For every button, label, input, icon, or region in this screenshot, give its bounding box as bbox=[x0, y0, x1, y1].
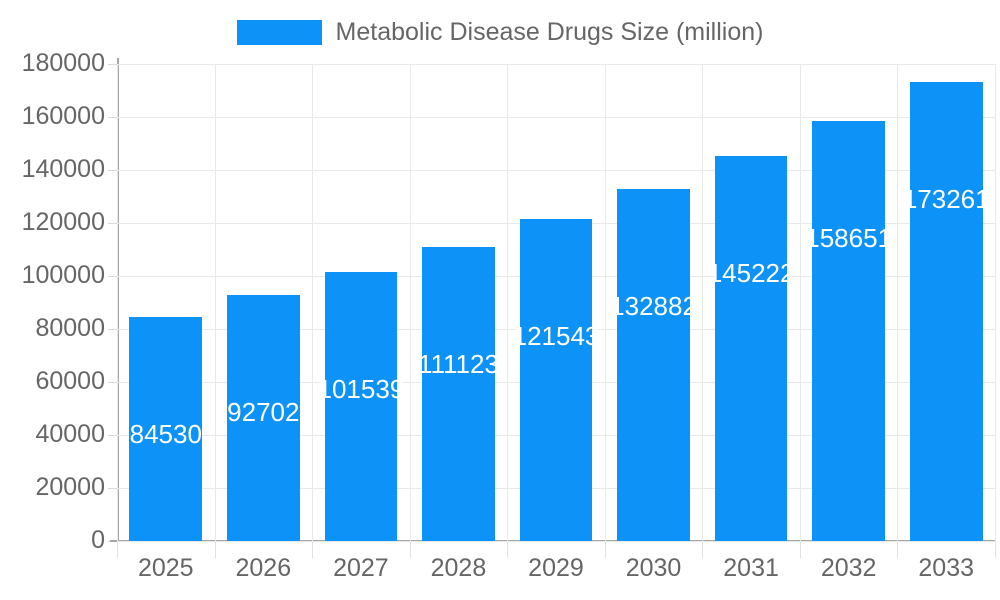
gridline-vertical bbox=[410, 64, 411, 542]
y-axis-tick-mark bbox=[108, 435, 117, 436]
y-axis-tick-label: 40000 bbox=[35, 420, 105, 448]
y-axis-tick-mark bbox=[108, 170, 117, 171]
plot-area: 84530 92702 101539 111123 121543 132882 145222… bbox=[117, 64, 996, 542]
x-axis-tick-mark bbox=[702, 542, 703, 558]
gridline-vertical bbox=[702, 64, 703, 542]
x-axis-tick-label: 2027 bbox=[333, 554, 389, 582]
y-axis-tick-label: 120000 bbox=[21, 208, 105, 236]
y-axis-tick-mark bbox=[108, 276, 117, 277]
x-axis-tick-label: 2033 bbox=[918, 554, 975, 582]
y-axis-tick-labels: 0 20000 40000 60000 80000 100000 120000 140000 1… bbox=[0, 0, 117, 600]
x-axis-tick-mark bbox=[117, 542, 118, 558]
bar[interactable] bbox=[324, 271, 398, 541]
y-axis-tick-mark bbox=[108, 488, 117, 489]
gridline-vertical bbox=[312, 64, 313, 542]
y-axis-tick-label: 160000 bbox=[21, 102, 105, 130]
gridline-vertical bbox=[995, 64, 996, 542]
chart-legend: Metabolic Disease Drugs Size (million) bbox=[0, 12, 1000, 52]
y-axis-tick-mark bbox=[108, 329, 117, 330]
x-axis-tick-mark bbox=[897, 542, 898, 558]
x-axis-tick-mark bbox=[312, 542, 313, 558]
x-axis-tick-mark bbox=[410, 542, 411, 558]
x-axis-tick-mark bbox=[995, 542, 996, 558]
x-axis-tick-mark bbox=[215, 542, 216, 558]
x-axis-tick-mark bbox=[800, 542, 801, 558]
y-axis-line bbox=[117, 58, 119, 542]
x-axis-tick-label: 2030 bbox=[625, 554, 682, 582]
y-axis-tick-mark bbox=[108, 382, 117, 383]
x-axis-tick-label: 2028 bbox=[430, 554, 487, 582]
y-axis-tick-mark bbox=[108, 117, 117, 118]
bar[interactable] bbox=[422, 246, 495, 541]
x-axis-tick-label: 2029 bbox=[528, 554, 584, 582]
gridline-vertical bbox=[605, 64, 606, 542]
x-axis-tick-label: 2031 bbox=[723, 554, 779, 582]
x-axis-tick-mark bbox=[507, 542, 508, 558]
bar[interactable] bbox=[129, 317, 203, 541]
y-axis-tick-label: 140000 bbox=[21, 155, 105, 183]
y-axis-tick-label: 0 bbox=[91, 526, 105, 554]
bar[interactable] bbox=[617, 188, 690, 541]
gridline-vertical bbox=[215, 64, 216, 542]
bar[interactable] bbox=[714, 156, 788, 541]
legend-color-swatch bbox=[236, 19, 322, 45]
gridline-vertical bbox=[800, 64, 801, 542]
legend-item-metabolic-disease-drugs-size[interactable]: Metabolic Disease Drugs Size (million) bbox=[236, 17, 764, 46]
x-axis-tick-mark bbox=[605, 542, 606, 558]
y-axis-tick-label: 20000 bbox=[35, 473, 105, 501]
y-axis-tick-mark bbox=[108, 64, 117, 65]
y-axis-tick-label: 180000 bbox=[21, 49, 105, 77]
y-axis-tick-label: 100000 bbox=[21, 261, 105, 289]
x-axis-tick-label: 2032 bbox=[820, 554, 877, 582]
legend-label: Metabolic Disease Drugs Size (million) bbox=[335, 17, 764, 46]
y-axis-tick-mark bbox=[108, 223, 117, 224]
gridline-horizontal bbox=[117, 170, 995, 171]
gridline-vertical bbox=[117, 64, 118, 542]
y-axis-tick-label: 60000 bbox=[35, 367, 105, 395]
y-axis-tick-label: 80000 bbox=[35, 314, 105, 342]
bar[interactable] bbox=[519, 218, 593, 541]
gridline-vertical bbox=[507, 64, 508, 542]
x-axis-tick-label: 2026 bbox=[235, 554, 292, 582]
bar[interactable] bbox=[812, 120, 885, 541]
gridline-horizontal bbox=[117, 64, 995, 65]
gridline-horizontal bbox=[117, 541, 995, 542]
bar[interactable] bbox=[909, 81, 983, 541]
x-axis-tick-label: 2025 bbox=[137, 554, 194, 582]
gridline-horizontal bbox=[117, 117, 995, 118]
gridline-vertical bbox=[897, 64, 898, 542]
bar[interactable] bbox=[226, 295, 300, 541]
